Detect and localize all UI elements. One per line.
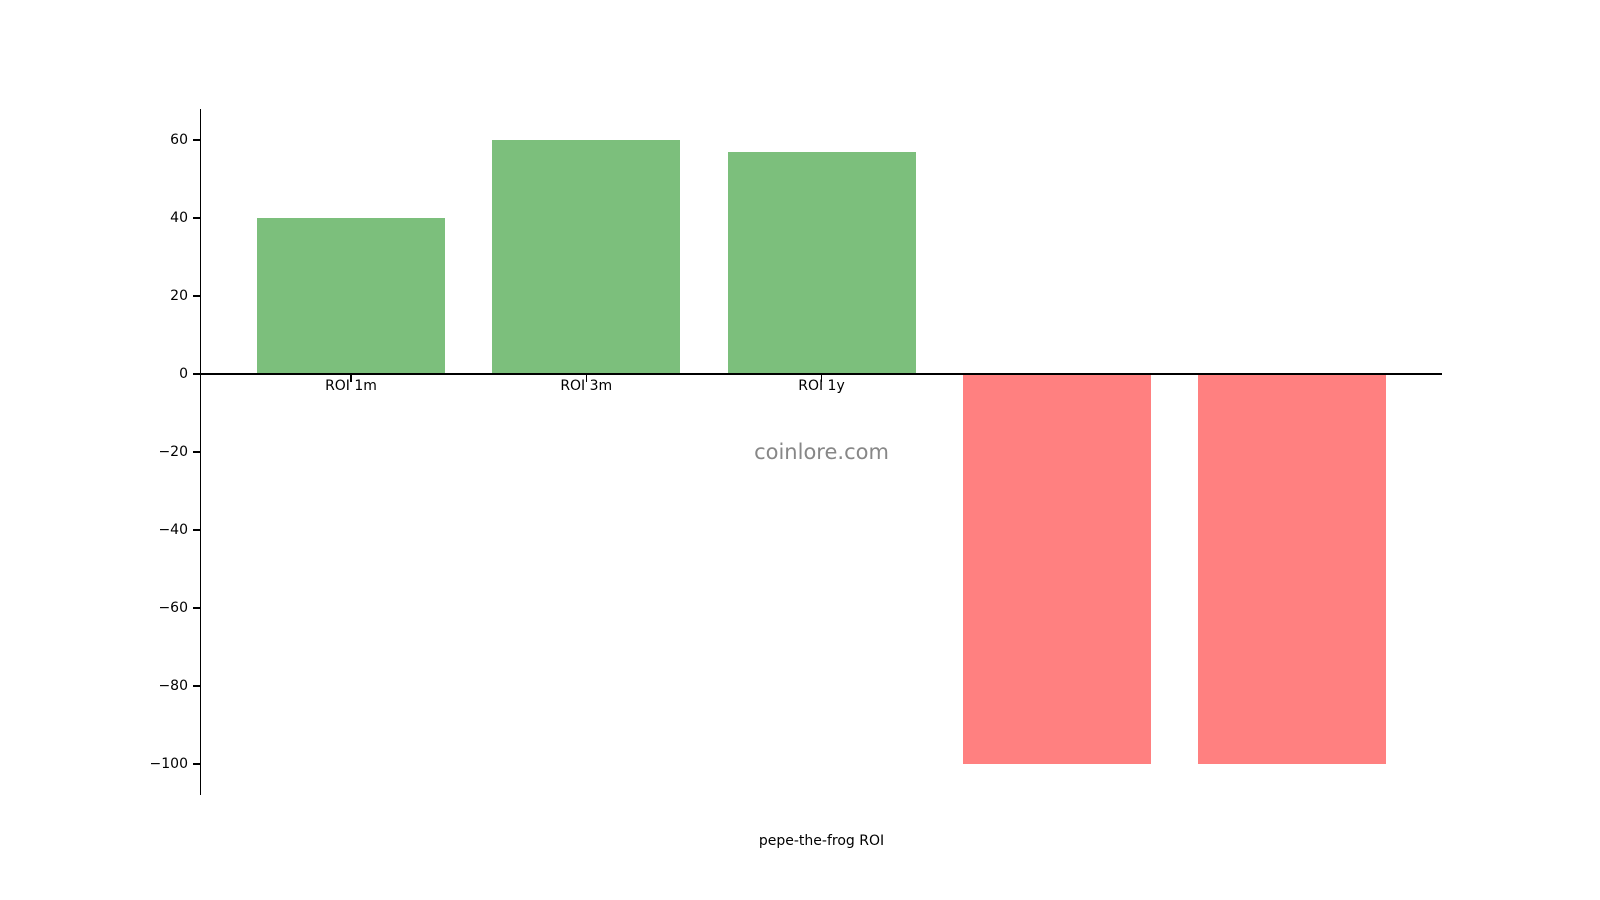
y-tick-label-20: −20 xyxy=(158,444,188,460)
x-tick-label-roi-3m: ROI 3m xyxy=(560,378,613,394)
y-tick-label-0: 0 xyxy=(179,366,188,382)
y-tick-0 xyxy=(192,373,200,375)
bar-4 xyxy=(962,374,1151,764)
bar-5 xyxy=(1198,374,1386,764)
watermark-text: coinlore.com xyxy=(754,440,889,464)
x-tick-roi-3m xyxy=(585,374,587,382)
y-tick-label-60: −60 xyxy=(158,600,188,616)
y-tick-60 xyxy=(192,139,200,141)
bar-roi-1y xyxy=(727,151,916,374)
y-tick-20 xyxy=(192,295,200,297)
bar-roi-3m xyxy=(492,140,681,374)
x-tick-label-roi-1m: ROI 1m xyxy=(325,378,377,394)
x-tick-roi-1m xyxy=(350,374,352,382)
y-tick-label-100: −100 xyxy=(149,756,188,772)
y-tick-label-80: −80 xyxy=(158,678,188,694)
x-axis-title: pepe-the-frog ROI xyxy=(758,833,885,849)
x-tick-roi-1y xyxy=(820,374,823,382)
y-tick-label-40: 40 xyxy=(170,210,188,226)
y-tick-label-20: 20 xyxy=(170,288,188,304)
y-tick-40 xyxy=(192,217,200,219)
y-tick-80 xyxy=(192,685,200,687)
y-tick-40 xyxy=(192,529,200,531)
x-axis-zero-line xyxy=(199,373,1442,375)
x-tick-label-roi-1y: ROI 1y xyxy=(798,378,845,394)
y-tick-100 xyxy=(192,763,200,765)
y-tick-60 xyxy=(192,607,200,609)
y-tick-label-60: 60 xyxy=(170,132,188,148)
y-axis-spine xyxy=(199,109,201,795)
y-tick-label-40: −40 xyxy=(158,522,188,538)
bar-roi-1m xyxy=(257,218,445,374)
y-tick-20 xyxy=(192,451,200,453)
